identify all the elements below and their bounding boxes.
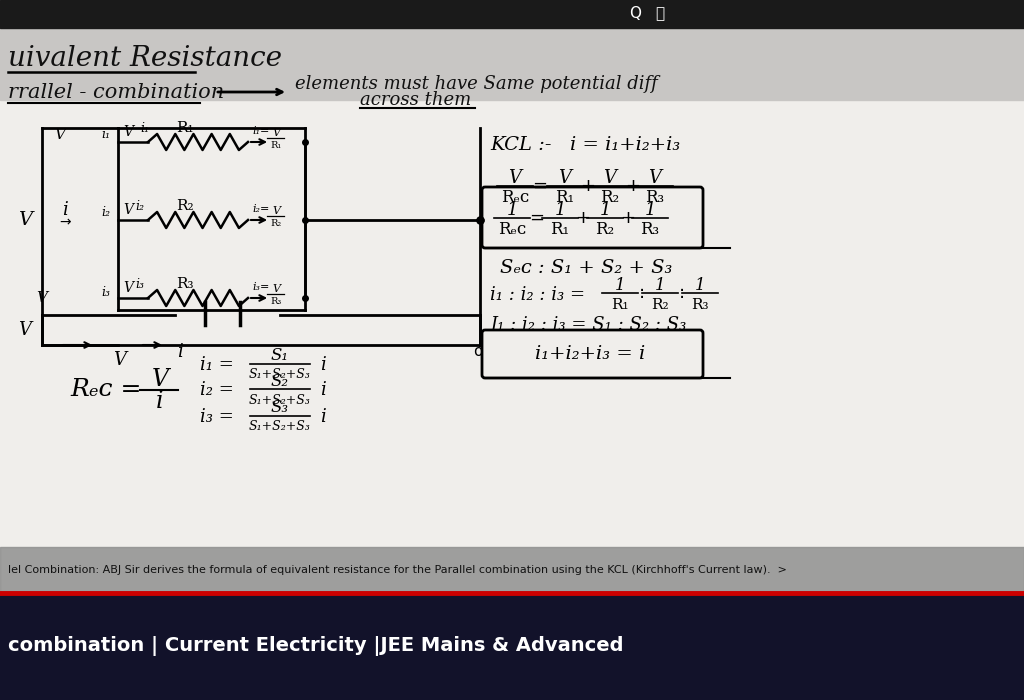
Text: i = i₁+i₂+i₃: i = i₁+i₂+i₃	[570, 136, 680, 154]
Text: combination | Current Electricity |JEE Mains & Advanced: combination | Current Electricity |JEE M…	[8, 636, 624, 656]
Text: R₂: R₂	[270, 218, 282, 228]
Text: i₂: i₂	[135, 199, 144, 213]
Text: uivalent Resistance: uivalent Resistance	[8, 45, 282, 71]
Bar	[0, 28, 1024, 100]
Text: V: V	[123, 125, 133, 139]
Text: V: V	[558, 169, 571, 187]
Text: V: V	[123, 281, 133, 295]
Text: ⤤: ⤤	[655, 6, 665, 22]
Text: i₂: i₂	[101, 206, 110, 220]
Text: 1: 1	[654, 276, 666, 293]
Text: Sₑᴄ : S₁ + S₂ + S₃: Sₑᴄ : S₁ + S₂ + S₃	[500, 259, 673, 277]
Text: across them: across them	[360, 91, 471, 109]
Text: i₁+i₂+i₃ = i: i₁+i₂+i₃ = i	[535, 345, 645, 363]
Text: V: V	[54, 128, 66, 142]
Text: i₃=: i₃=	[252, 282, 269, 292]
Text: S₁: S₁	[271, 347, 289, 365]
Text: R₂: R₂	[651, 298, 669, 312]
Text: 1: 1	[694, 276, 706, 293]
Text: +: +	[626, 177, 640, 195]
Text: i₁ =: i₁ =	[200, 356, 233, 374]
Text: S₁+S₂+S₃: S₁+S₂+S₃	[249, 368, 311, 382]
Text: :: :	[639, 284, 645, 302]
Text: I₁ : i₂ : i₃ = S₁ : S₂ : S₃: I₁ : i₂ : i₃ = S₁ : S₂ : S₃	[490, 316, 686, 334]
Text: i: i	[319, 381, 326, 399]
Text: R₁: R₁	[611, 298, 629, 312]
Bar	[0, 0, 1024, 28]
Text: S₃: S₃	[271, 400, 289, 416]
Bar	[0, 28, 1024, 605]
Text: =: =	[529, 209, 545, 227]
Text: 1: 1	[554, 201, 565, 219]
Text: +: +	[621, 209, 636, 227]
Text: i: i	[157, 391, 164, 414]
Text: R₃: R₃	[645, 190, 665, 206]
Text: i₃: i₃	[101, 286, 110, 298]
Text: V: V	[509, 169, 521, 187]
Text: i₃: i₃	[135, 277, 144, 290]
Text: o: o	[473, 344, 482, 360]
Text: i₁: i₁	[140, 122, 150, 134]
Text: V: V	[272, 284, 280, 294]
Text: lel Combination: ABJ Sir derives the formula of equivalent resistance for the Pa: lel Combination: ABJ Sir derives the for…	[8, 565, 786, 575]
Text: R₁: R₁	[551, 221, 569, 239]
Text: V: V	[114, 351, 127, 369]
Text: V: V	[37, 291, 47, 305]
Text: elements must have Same potential diff: elements must have Same potential diff	[295, 75, 657, 93]
Text: R₃: R₃	[691, 298, 709, 312]
Text: rrallel - combination: rrallel - combination	[8, 83, 224, 102]
Bar	[0, 547, 1024, 592]
Text: i: i	[319, 408, 326, 426]
Text: =: =	[532, 177, 548, 195]
Text: V: V	[648, 169, 662, 187]
Text: i₁: i₁	[101, 129, 110, 141]
Text: i₁=: i₁=	[252, 126, 269, 136]
Text: R₁: R₁	[270, 141, 282, 150]
Text: i₁ : i₂ : i₃ =: i₁ : i₂ : i₃ =	[490, 286, 585, 304]
Text: →: →	[59, 215, 71, 229]
Text: i₂ =: i₂ =	[200, 381, 233, 399]
Text: S₁+S₂+S₃: S₁+S₂+S₃	[249, 421, 311, 433]
Text: R₃: R₃	[270, 297, 282, 305]
Text: i₂=: i₂=	[252, 204, 269, 214]
Text: i₃ =: i₃ =	[200, 408, 233, 426]
Text: V: V	[123, 203, 133, 217]
Text: V: V	[603, 169, 616, 187]
FancyBboxPatch shape	[482, 187, 703, 248]
Text: S₁+S₂+S₃: S₁+S₂+S₃	[249, 393, 311, 407]
Text: Q: Q	[629, 6, 641, 22]
Text: i: i	[177, 343, 183, 361]
Text: R₂: R₂	[600, 190, 620, 206]
Text: R₁: R₁	[555, 190, 574, 206]
Text: R₃: R₃	[176, 277, 194, 291]
Text: i: i	[62, 201, 68, 219]
Text: +: +	[581, 177, 596, 195]
Text: 1: 1	[599, 201, 610, 219]
Text: R₂: R₂	[176, 199, 194, 213]
Text: 1: 1	[644, 201, 655, 219]
Text: Rₑᴄ =: Rₑᴄ =	[70, 379, 141, 402]
Text: V: V	[18, 321, 32, 339]
Text: KCL :-: KCL :-	[490, 136, 552, 154]
Text: :: :	[679, 284, 685, 302]
Text: V: V	[272, 128, 280, 138]
Text: 1: 1	[506, 201, 518, 219]
Text: V: V	[18, 211, 32, 229]
Text: Rₑᴄ: Rₑᴄ	[501, 190, 529, 206]
Text: R₁: R₁	[176, 121, 194, 135]
Text: S₂: S₂	[271, 372, 289, 389]
Text: Rₑᴄ: Rₑᴄ	[498, 221, 526, 239]
Text: R₃: R₃	[640, 221, 659, 239]
Bar	[0, 592, 1024, 700]
Text: i: i	[319, 356, 326, 374]
Text: 1: 1	[614, 276, 626, 293]
Text: V: V	[152, 368, 169, 391]
Text: R₂: R₂	[595, 221, 614, 239]
Text: V: V	[272, 206, 280, 216]
FancyBboxPatch shape	[482, 330, 703, 378]
Text: +: +	[575, 209, 591, 227]
